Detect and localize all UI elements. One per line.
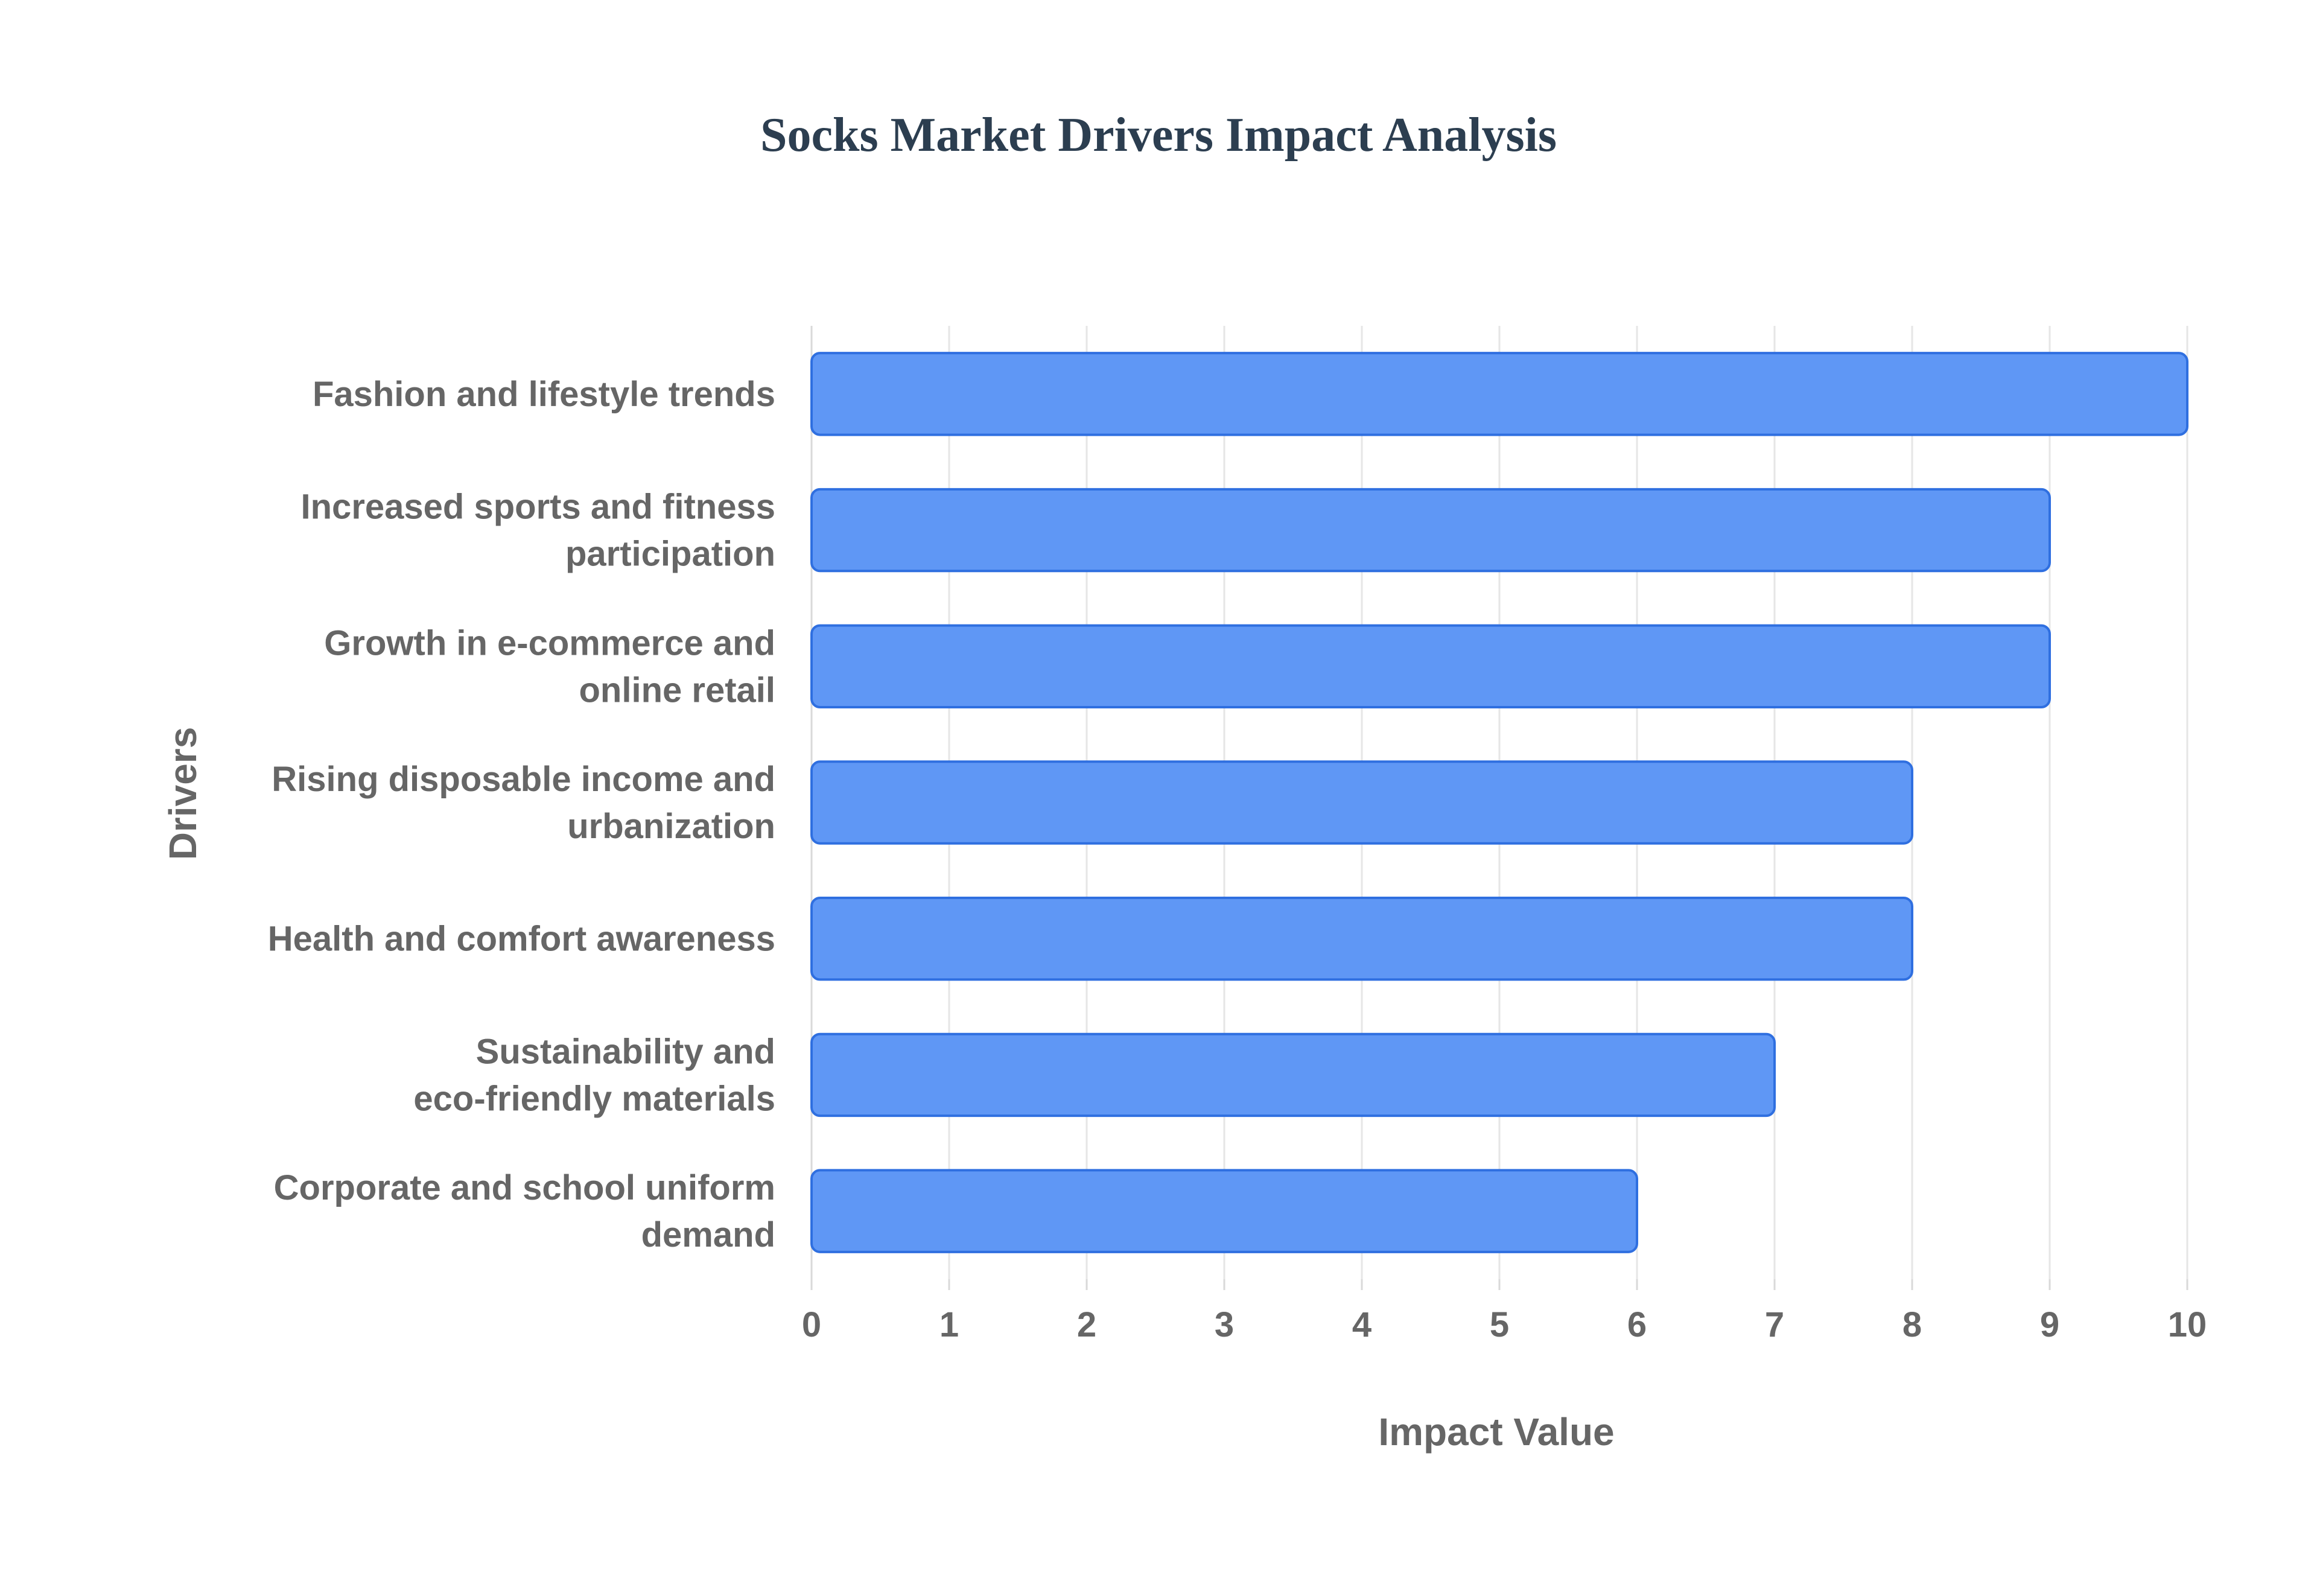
category-label: Growth in e-commerce and online retail [324, 623, 775, 710]
bar [810, 1169, 1638, 1253]
bar [810, 352, 2188, 436]
category-label-line: Growth in e-commerce and [324, 623, 775, 663]
category-label-line: Increased sports and fitness [301, 488, 775, 527]
bar [810, 897, 1913, 981]
y-axis-categories: Fashion and lifestyle trends Increased sp… [268, 375, 775, 1254]
bars [810, 352, 2188, 1253]
x-tick-label: 6 [1627, 1305, 1647, 1344]
category-label-line: online retail [579, 670, 775, 710]
x-axis-title: Impact Value [1378, 1410, 1614, 1454]
category-label-line: Health and comfort awareness [268, 920, 775, 959]
category-label: Health and comfort awareness [268, 920, 775, 959]
category-label-line: Rising disposable income and [272, 760, 775, 799]
x-tick-label: 4 [1352, 1305, 1371, 1344]
category-label: Sustainability and eco-friendly materials [413, 1032, 775, 1118]
bar [810, 488, 2051, 573]
x-tick-label: 8 [1902, 1305, 1922, 1344]
x-tick-label: 5 [1490, 1305, 1509, 1344]
category-label-line: participation [565, 535, 775, 574]
bar [810, 624, 2051, 708]
y-axis-title: Drivers [161, 727, 205, 860]
category-label-line: demand [641, 1215, 775, 1254]
x-tick-label: 0 [802, 1305, 821, 1344]
bar [810, 760, 1913, 845]
category-label-line: urbanization [567, 807, 775, 846]
category-label-line: Corporate and school uniform [274, 1168, 775, 1207]
chart-title: Socks Market Drivers Impact Analysis [760, 109, 1557, 162]
category-label-line: eco-friendly materials [413, 1079, 775, 1118]
x-tick-label: 1 [939, 1305, 959, 1344]
x-axis: 0 1 2 3 4 5 6 7 8 9 10 [802, 1279, 2207, 1344]
category-label-line: Fashion and lifestyle trends [313, 375, 775, 414]
category-label: Corporate and school uniform demand [274, 1168, 775, 1254]
x-tick-label: 3 [1215, 1305, 1234, 1344]
x-tick-label: 10 [2168, 1305, 2207, 1344]
category-label: Fashion and lifestyle trends [313, 375, 775, 414]
category-label: Increased sports and fitness participatio… [301, 488, 775, 574]
bar [810, 1032, 1776, 1118]
category-label: Rising disposable income and urbanization [272, 760, 775, 846]
x-tick-label: 2 [1077, 1305, 1096, 1344]
category-label-line: Sustainability and [476, 1032, 775, 1071]
x-tick-label: 7 [1765, 1305, 1784, 1344]
x-tick-label: 9 [2040, 1305, 2059, 1344]
